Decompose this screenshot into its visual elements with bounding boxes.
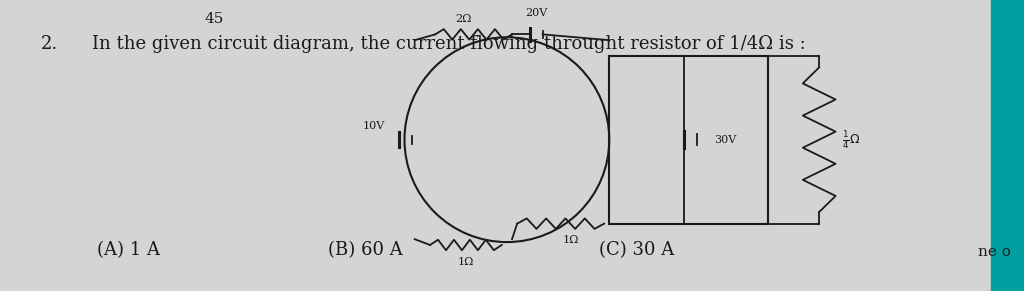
Text: (A) 1 A: (A) 1 A xyxy=(97,241,161,259)
Text: 1Ω: 1Ω xyxy=(458,257,474,267)
Bar xyxy=(609,56,768,224)
Text: In the given circuit diagram, the current flowing throught resistor of 1/4Ω is :: In the given circuit diagram, the curren… xyxy=(92,35,806,53)
Text: 10V: 10V xyxy=(362,121,385,131)
Text: 45: 45 xyxy=(205,12,224,26)
Text: 20V: 20V xyxy=(525,8,548,18)
Text: (C) 30 A: (C) 30 A xyxy=(599,241,674,259)
Text: ne o: ne o xyxy=(978,245,1011,259)
Text: $\frac{1}{4}$Ω: $\frac{1}{4}$Ω xyxy=(842,129,860,151)
Bar xyxy=(991,0,1024,291)
Text: 2Ω: 2Ω xyxy=(456,14,471,24)
Text: 1Ω: 1Ω xyxy=(563,235,579,245)
Text: 2.: 2. xyxy=(41,35,58,53)
Text: 30V: 30V xyxy=(715,135,736,145)
Text: (B) 60 A: (B) 60 A xyxy=(328,241,402,259)
